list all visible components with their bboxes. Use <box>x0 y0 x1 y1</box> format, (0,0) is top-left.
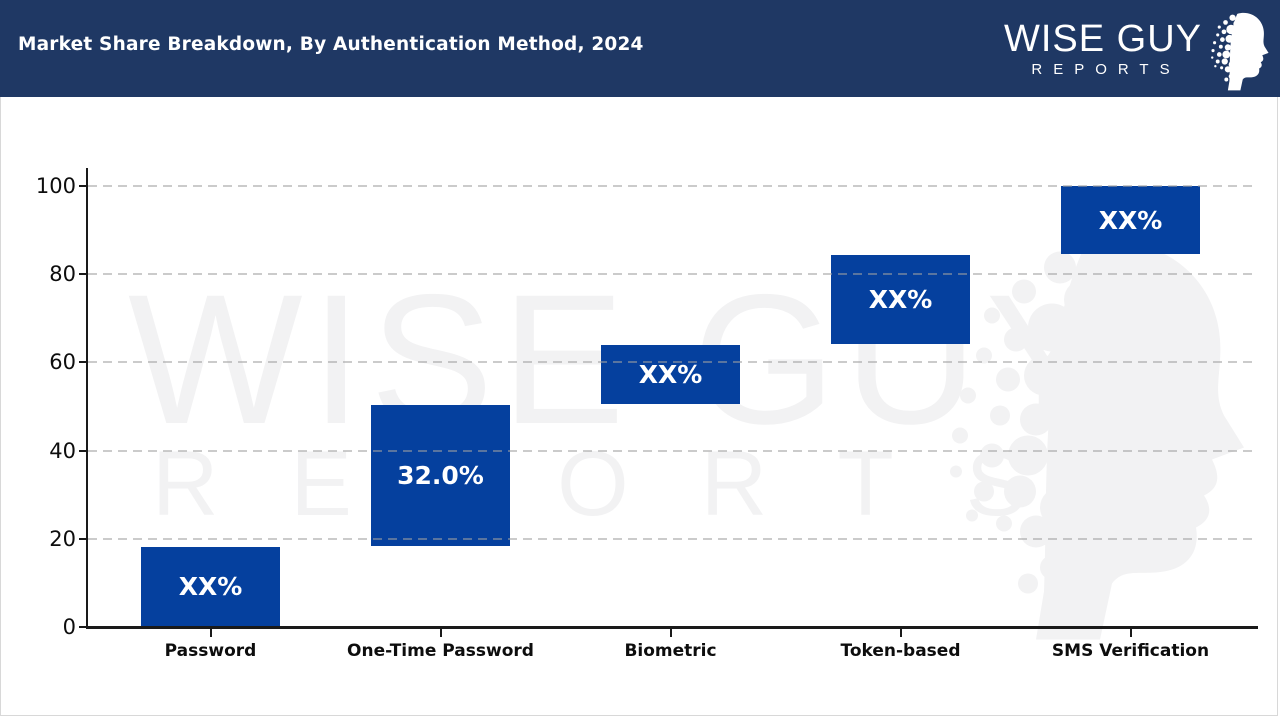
x-tick-mark <box>209 629 212 637</box>
gridline <box>88 273 1257 276</box>
y-tick-label: 60 <box>49 350 76 375</box>
y-tick-mark <box>79 626 87 628</box>
x-axis-line <box>86 626 1258 629</box>
page-title: Market Share Breakdown, By Authenticatio… <box>18 34 644 55</box>
x-tick-mark <box>439 629 442 637</box>
bar-value-label: XX% <box>638 360 703 389</box>
brand-name: WISE GUY <box>1003 18 1202 60</box>
x-tick-mark <box>1129 629 1132 637</box>
gridline <box>88 185 1257 187</box>
x-tick-label: One-Time Password <box>347 641 534 661</box>
bar-value-label: XX% <box>868 285 933 315</box>
bar-value-label: 32.0% <box>397 460 484 490</box>
y-axis-line <box>86 168 88 628</box>
bar-segment: XX% <box>831 255 970 345</box>
y-tick-label: 40 <box>49 438 76 463</box>
watermark-brand-subtitle: REPORTS <box>152 433 1100 535</box>
x-tick-label: Password <box>164 641 257 661</box>
bar-value-label: XX% <box>1098 205 1163 235</box>
header-bar: Market Share Breakdown, By Authenticatio… <box>0 0 1280 97</box>
watermark-head-icon <box>950 242 1244 640</box>
x-tick-mark <box>669 629 672 637</box>
brand-logo: WISE GUY REPORTS <box>1004 6 1274 92</box>
gridline <box>88 361 1257 364</box>
bar-segment: XX% <box>141 546 280 627</box>
brand-logo-text: WISE GUY REPORTS <box>1004 20 1202 78</box>
gridline <box>88 449 1257 452</box>
brand-subtitle: REPORTS <box>1031 61 1181 78</box>
y-tick-mark <box>79 449 87 452</box>
y-tick-mark <box>79 185 87 187</box>
x-tick-label: SMS Verification <box>1051 641 1210 661</box>
chart-canvas-border <box>0 97 1278 716</box>
bar-segment: XX% <box>1061 186 1200 255</box>
y-tick-mark <box>79 273 87 276</box>
y-tick-label: 80 <box>49 262 76 287</box>
y-tick-label: 20 <box>49 526 76 551</box>
y-tick-label: 0 <box>62 615 76 639</box>
bar-segment: 32.0% <box>371 404 510 546</box>
x-tick-label: Biometric <box>624 641 717 661</box>
x-tick-label: Token-based <box>840 641 961 661</box>
gridline <box>88 537 1257 540</box>
y-tick-mark <box>79 537 87 540</box>
brand-head-icon <box>1211 12 1269 91</box>
x-tick-mark <box>899 629 902 637</box>
bar-value-label: XX% <box>178 572 243 602</box>
y-tick-mark <box>79 361 87 364</box>
y-tick-label: 100 <box>35 174 76 198</box>
bar-segment: XX% <box>601 345 740 404</box>
